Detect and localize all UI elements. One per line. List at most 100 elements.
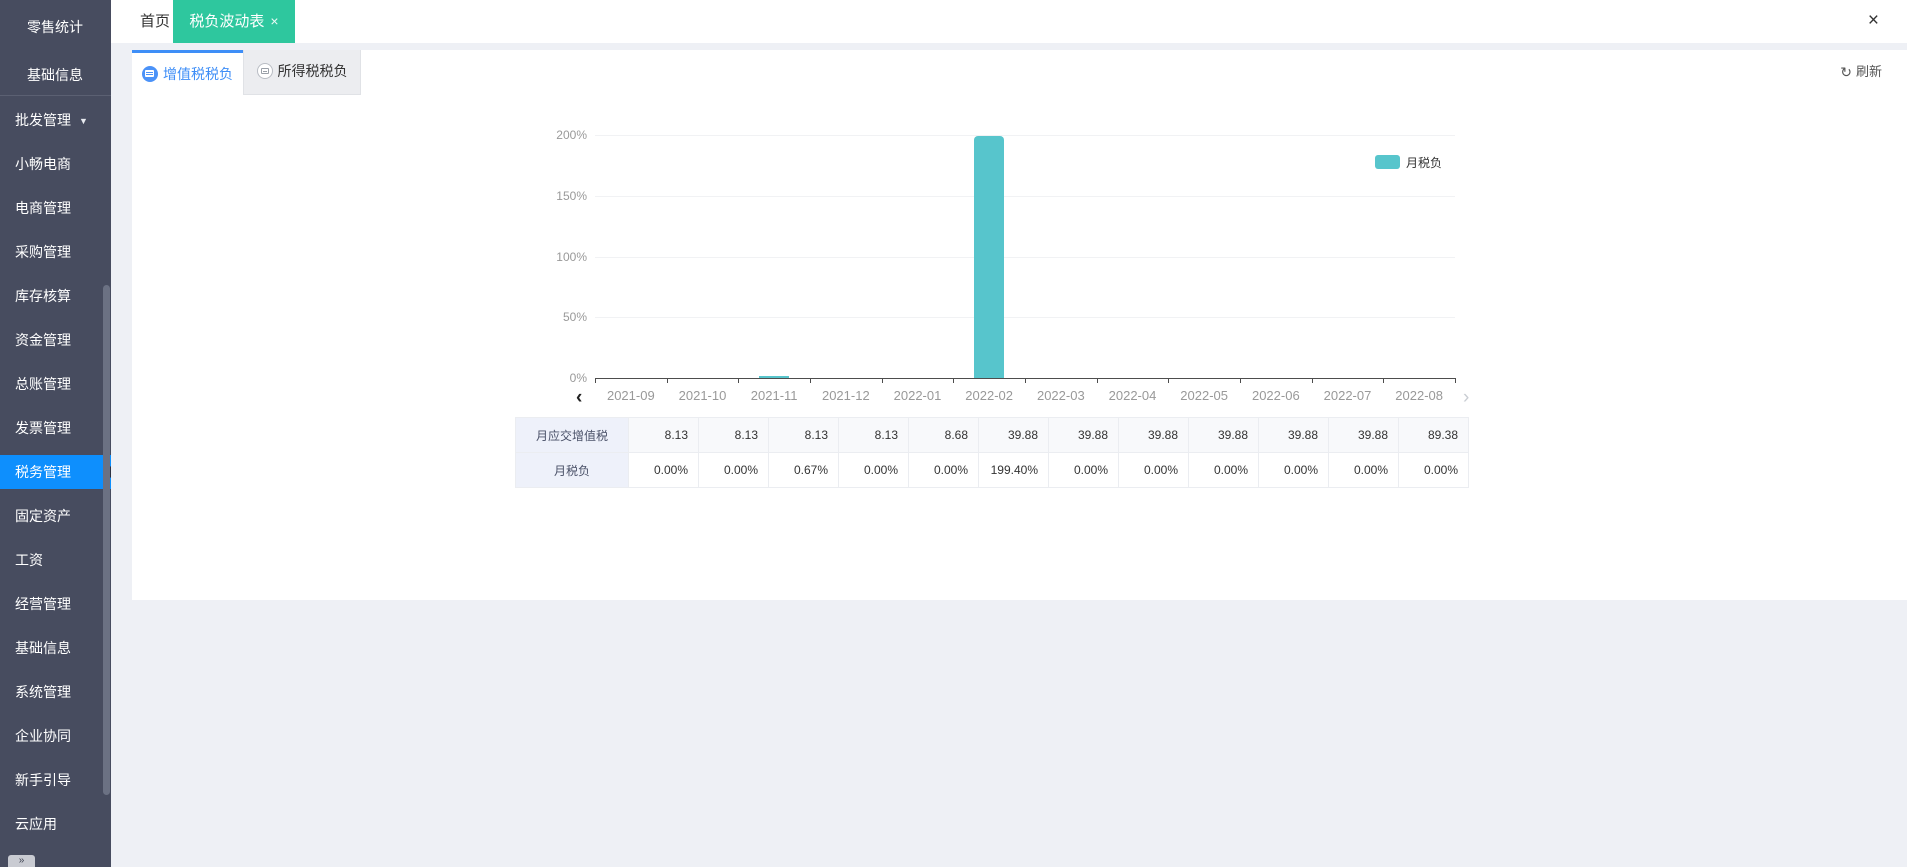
- chart-next-arrow[interactable]: ›: [1463, 387, 1470, 408]
- x-axis-tick: [1168, 378, 1170, 383]
- tax-data-table: 月应交增值税 8.13 8.13 8.13 8.13 8.68 39.88 39.88 39.8…: [515, 417, 1469, 488]
- table-cell: 8.13: [768, 417, 839, 453]
- table-cell: 89.38: [1398, 417, 1469, 453]
- tab-income-tax-burden[interactable]: 所得税税负: [243, 50, 361, 95]
- bar-2021-11[interactable]: [759, 376, 790, 378]
- gridline: [595, 135, 1455, 136]
- bar-2022-02[interactable]: [974, 135, 1005, 378]
- table-cell: 0.00%: [1258, 452, 1329, 488]
- x-axis-category-label: 2022-08: [1395, 388, 1444, 403]
- table-cell: 39.88: [1118, 417, 1189, 453]
- sidebar-item[interactable]: 基础信息: [15, 640, 71, 656]
- top-tab-bar: 首页 税负波动表 × ×: [111, 0, 1907, 43]
- x-axis-category-label: 2022-02: [965, 388, 1014, 403]
- table-cell: 0.67%: [768, 452, 839, 488]
- x-axis-tick: [666, 378, 668, 383]
- sidebar-item[interactable]: 云应用: [15, 816, 57, 832]
- table-cell: 39.88: [1048, 417, 1119, 453]
- x-axis-category-label: 2021-11: [750, 388, 798, 403]
- tab-vat-tax-burden[interactable]: 增值税税负: [132, 50, 243, 95]
- chart-prev-arrow[interactable]: ‹: [576, 387, 583, 408]
- gridline: [595, 256, 1455, 258]
- sidebar-item[interactable]: 基础信息: [27, 67, 83, 83]
- dropdown-arrow-icon: ▼: [79, 116, 88, 126]
- x-axis-category-label: 2022-05: [1180, 388, 1229, 403]
- table-cell: 199.40%: [978, 452, 1049, 488]
- table-row: 月应交增值税 8.13 8.13 8.13 8.13 8.68 39.88 39.88 39.8…: [515, 417, 1469, 453]
- table-cell: 8.68: [908, 417, 979, 453]
- x-axis-tick: [953, 378, 955, 383]
- sidebar-item[interactable]: 经营管理: [15, 596, 71, 612]
- sidebar-item[interactable]: 固定资产: [15, 508, 71, 524]
- table-cell: 39.88: [1258, 417, 1329, 453]
- sidebar-item[interactable]: 库存核算: [15, 288, 71, 304]
- table-cell: 0.00%: [1188, 452, 1259, 488]
- table-cell: 39.88: [978, 417, 1049, 453]
- x-axis-category-label: 2021-09: [606, 388, 655, 403]
- sidebar-item[interactable]: 资金管理: [15, 332, 71, 348]
- y-axis-tick-label: 50%: [562, 310, 587, 325]
- table-cell: 39.88: [1328, 417, 1399, 453]
- legend-swatch: [1375, 155, 1400, 169]
- sidebar-collapse-button[interactable]: »: [8, 855, 35, 867]
- x-axis-tick: [1455, 378, 1456, 383]
- sidebar-item[interactable]: 小畅电商: [15, 156, 71, 172]
- y-axis-tick-label: 200%: [556, 128, 587, 142]
- x-axis-category-label: 2022-07: [1323, 388, 1372, 403]
- table-cell: 8.13: [838, 417, 909, 453]
- sidebar-item[interactable]: 系统管理: [15, 684, 71, 700]
- refresh-icon: ↻: [1840, 64, 1852, 80]
- table-cell: 8.13: [698, 417, 769, 453]
- content-card: 增值税税负 所得税税负 ↻ 刷新 月税负 0% 50% 100% 150% 200% 202…: [132, 50, 1907, 600]
- tab-income-tax-burden-label: 所得税税负: [277, 63, 348, 79]
- sidebar-item[interactable]: 采购管理: [15, 244, 71, 260]
- tab-tax-fluctuation[interactable]: 税负波动表 ×: [173, 0, 295, 43]
- sidebar-item[interactable]: 总账管理: [15, 376, 71, 392]
- gridline: [595, 317, 1455, 319]
- x-axis-category-label: 2022-03: [1036, 388, 1085, 403]
- table-cell: 0.00%: [838, 452, 909, 488]
- vat-tab-icon: [142, 66, 158, 82]
- x-axis-tick: [1311, 378, 1313, 383]
- y-axis-tick-label: 150%: [556, 188, 587, 203]
- x-axis-tick: [810, 378, 811, 383]
- table-cell: 0.00%: [908, 452, 979, 488]
- x-axis-category-label: 2021-10: [678, 388, 727, 403]
- tab-vat-tax-burden-label: 增值税税负: [163, 66, 233, 82]
- refresh-button[interactable]: ↻ 刷新: [1840, 63, 1882, 81]
- tab-tax-fluctuation-label: 税负波动表: [189, 13, 265, 30]
- table-cell: 0.00%: [628, 452, 699, 488]
- x-axis-category-label: 2022-04: [1108, 388, 1157, 403]
- sidebar: 零售统计 基础信息 批发管理 ▼ 小畅电商 电商管理 采购管理 库存核算 资金管理 总账管理 发票管…: [0, 0, 111, 867]
- sidebar-scrollbar[interactable]: [103, 285, 110, 795]
- table-cell: 0.00%: [698, 452, 769, 488]
- sidebar-item[interactable]: 零售统计: [27, 19, 83, 35]
- table-cell: 0.00%: [1398, 452, 1469, 488]
- x-axis-tick: [881, 378, 883, 383]
- gridline: [595, 195, 1455, 197]
- sidebar-item[interactable]: 新手引导: [15, 772, 71, 788]
- window-close-icon[interactable]: ×: [1867, 10, 1879, 31]
- chart-legend[interactable]: 月税负: [1375, 154, 1442, 172]
- table-cell: 0.00%: [1118, 452, 1189, 488]
- tab-close-icon[interactable]: ×: [270, 13, 279, 29]
- x-axis-category-label: 2021-12: [821, 388, 870, 403]
- sidebar-item[interactable]: 工资: [15, 552, 43, 568]
- table-cell: 8.13: [628, 417, 699, 453]
- y-axis-tick-label: 0%: [569, 371, 587, 385]
- x-axis-tick: [738, 378, 740, 383]
- x-axis-tick: [1096, 378, 1098, 383]
- sidebar-item[interactable]: 电商管理: [15, 200, 71, 216]
- sidebar-item-active[interactable]: 税务管理: [0, 455, 111, 489]
- table-row-label: 月应交增值税: [515, 417, 629, 453]
- sidebar-item[interactable]: 企业协同: [15, 728, 71, 744]
- x-axis-tick: [595, 378, 596, 383]
- sidebar-item[interactable]: 发票管理: [15, 420, 71, 436]
- tab-home[interactable]: 首页: [140, 13, 171, 30]
- sidebar-item[interactable]: 批发管理 ▼: [15, 112, 88, 128]
- x-axis-category-label: 2022-06: [1251, 388, 1300, 403]
- y-axis-tick-label: 100%: [556, 249, 587, 264]
- x-axis-tick: [1240, 378, 1241, 383]
- refresh-label: 刷新: [1855, 64, 1882, 79]
